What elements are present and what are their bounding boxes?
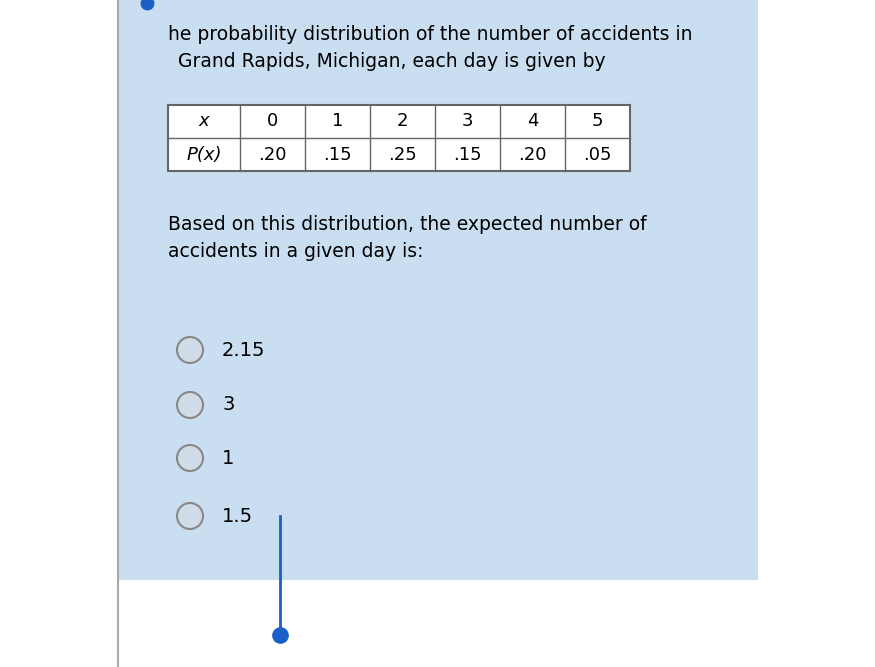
FancyBboxPatch shape xyxy=(168,105,630,171)
Bar xyxy=(168,105,630,171)
Text: .25: .25 xyxy=(388,145,416,163)
Text: Based on this distribution, the expected number of: Based on this distribution, the expected… xyxy=(168,215,647,234)
Text: .20: .20 xyxy=(518,145,547,163)
Text: x: x xyxy=(199,113,209,131)
Text: accidents in a given day is:: accidents in a given day is: xyxy=(168,242,424,261)
Text: he probability distribution of the number of accidents in: he probability distribution of the numbe… xyxy=(168,25,692,44)
Text: 0: 0 xyxy=(267,113,278,131)
Text: Grand Rapids, Michigan, each day is given by: Grand Rapids, Michigan, each day is give… xyxy=(178,52,606,71)
Circle shape xyxy=(177,445,203,471)
Text: 2.15: 2.15 xyxy=(222,340,265,360)
Text: P(x): P(x) xyxy=(186,145,221,163)
FancyBboxPatch shape xyxy=(0,0,118,667)
Text: 3: 3 xyxy=(222,396,234,414)
Text: 3: 3 xyxy=(462,113,473,131)
Text: 1: 1 xyxy=(222,448,234,468)
Text: .20: .20 xyxy=(258,145,287,163)
Text: 2: 2 xyxy=(396,113,409,131)
Circle shape xyxy=(177,337,203,363)
Text: .15: .15 xyxy=(323,145,352,163)
Text: 4: 4 xyxy=(527,113,538,131)
Text: .05: .05 xyxy=(584,145,612,163)
FancyBboxPatch shape xyxy=(758,0,875,667)
Text: 5: 5 xyxy=(592,113,603,131)
Text: 1.5: 1.5 xyxy=(222,506,253,526)
FancyBboxPatch shape xyxy=(118,0,758,580)
FancyBboxPatch shape xyxy=(0,580,875,667)
Circle shape xyxy=(177,503,203,529)
Circle shape xyxy=(177,392,203,418)
Text: 1: 1 xyxy=(332,113,343,131)
Text: .15: .15 xyxy=(453,145,482,163)
